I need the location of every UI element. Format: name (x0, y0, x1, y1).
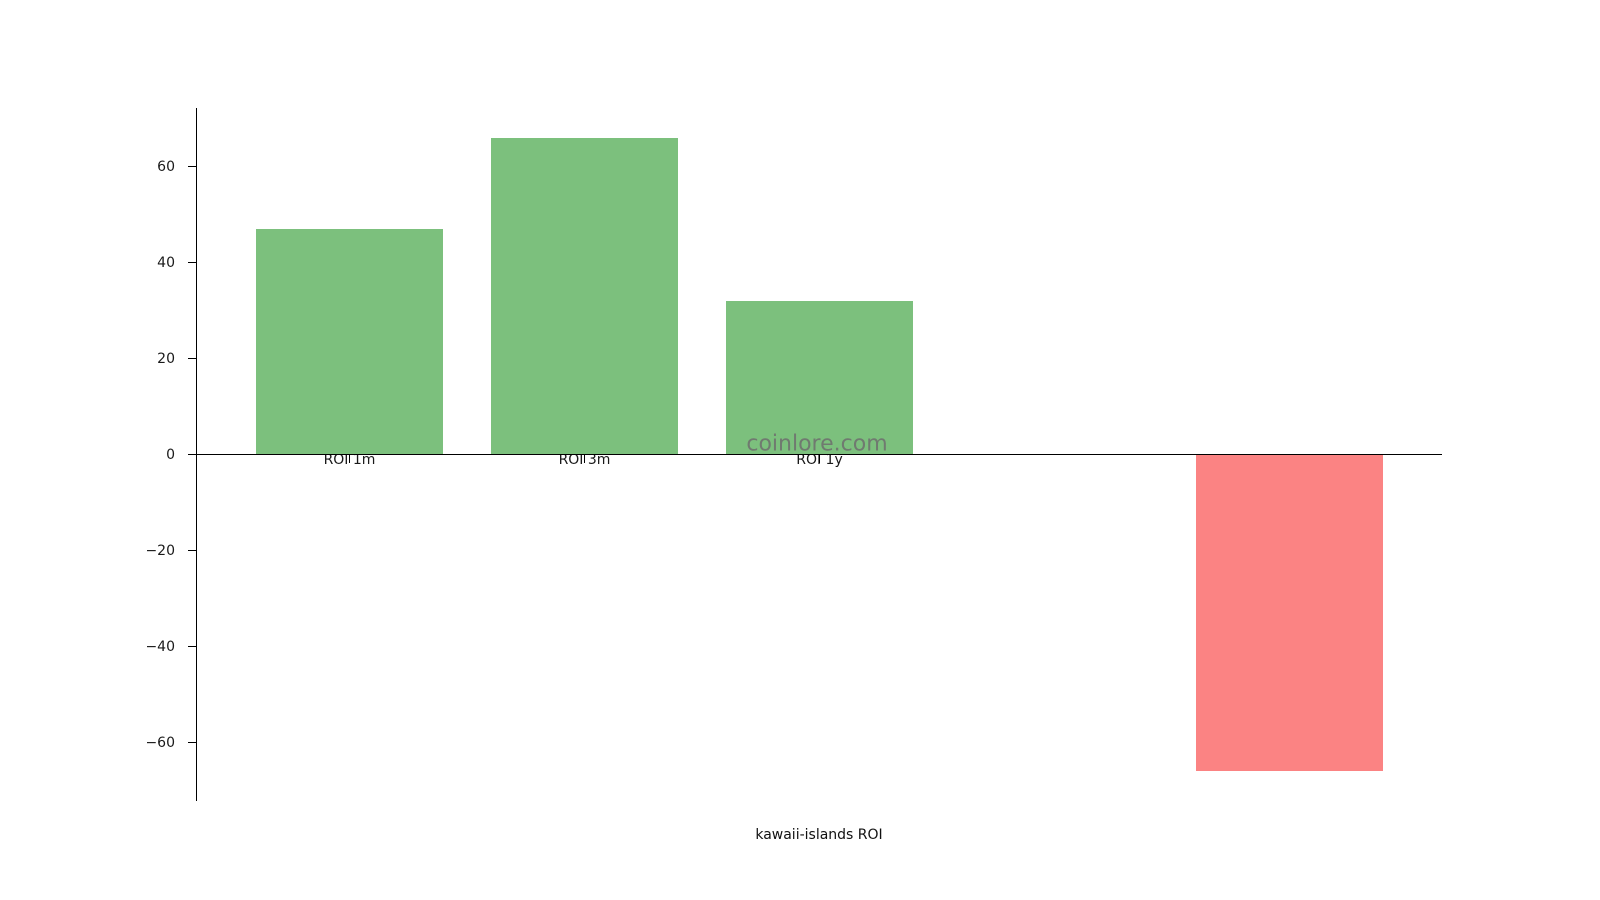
x-axis-zero-line (197, 453, 1442, 456)
y-tick-mark (187, 261, 196, 264)
x-tick-mark (818, 454, 821, 463)
y-tick-mark (187, 549, 196, 552)
y-tick-label: −40 (145, 638, 175, 655)
bar (256, 228, 443, 455)
bar (1196, 454, 1383, 772)
chart-title: kawaii-islands ROI (755, 827, 883, 843)
y-tick-mark (187, 645, 196, 648)
y-tick-label: −60 (145, 734, 175, 751)
y-tick-label: 40 (157, 254, 175, 271)
bar (726, 300, 913, 455)
y-tick-label: −20 (145, 542, 175, 559)
y-tick-mark (187, 357, 196, 360)
x-tick-mark (583, 454, 586, 463)
x-tick-mark (348, 454, 351, 463)
y-tick-label: 0 (166, 446, 175, 463)
y-tick-mark (187, 165, 196, 168)
y-tick-label: 20 (157, 350, 175, 367)
y-axis-spine (195, 108, 197, 801)
y-tick-mark (187, 453, 196, 456)
bar (491, 137, 678, 455)
watermark: coinlore.com (746, 431, 888, 457)
y-tick-label: 60 (157, 158, 175, 175)
y-tick-mark (187, 741, 196, 744)
